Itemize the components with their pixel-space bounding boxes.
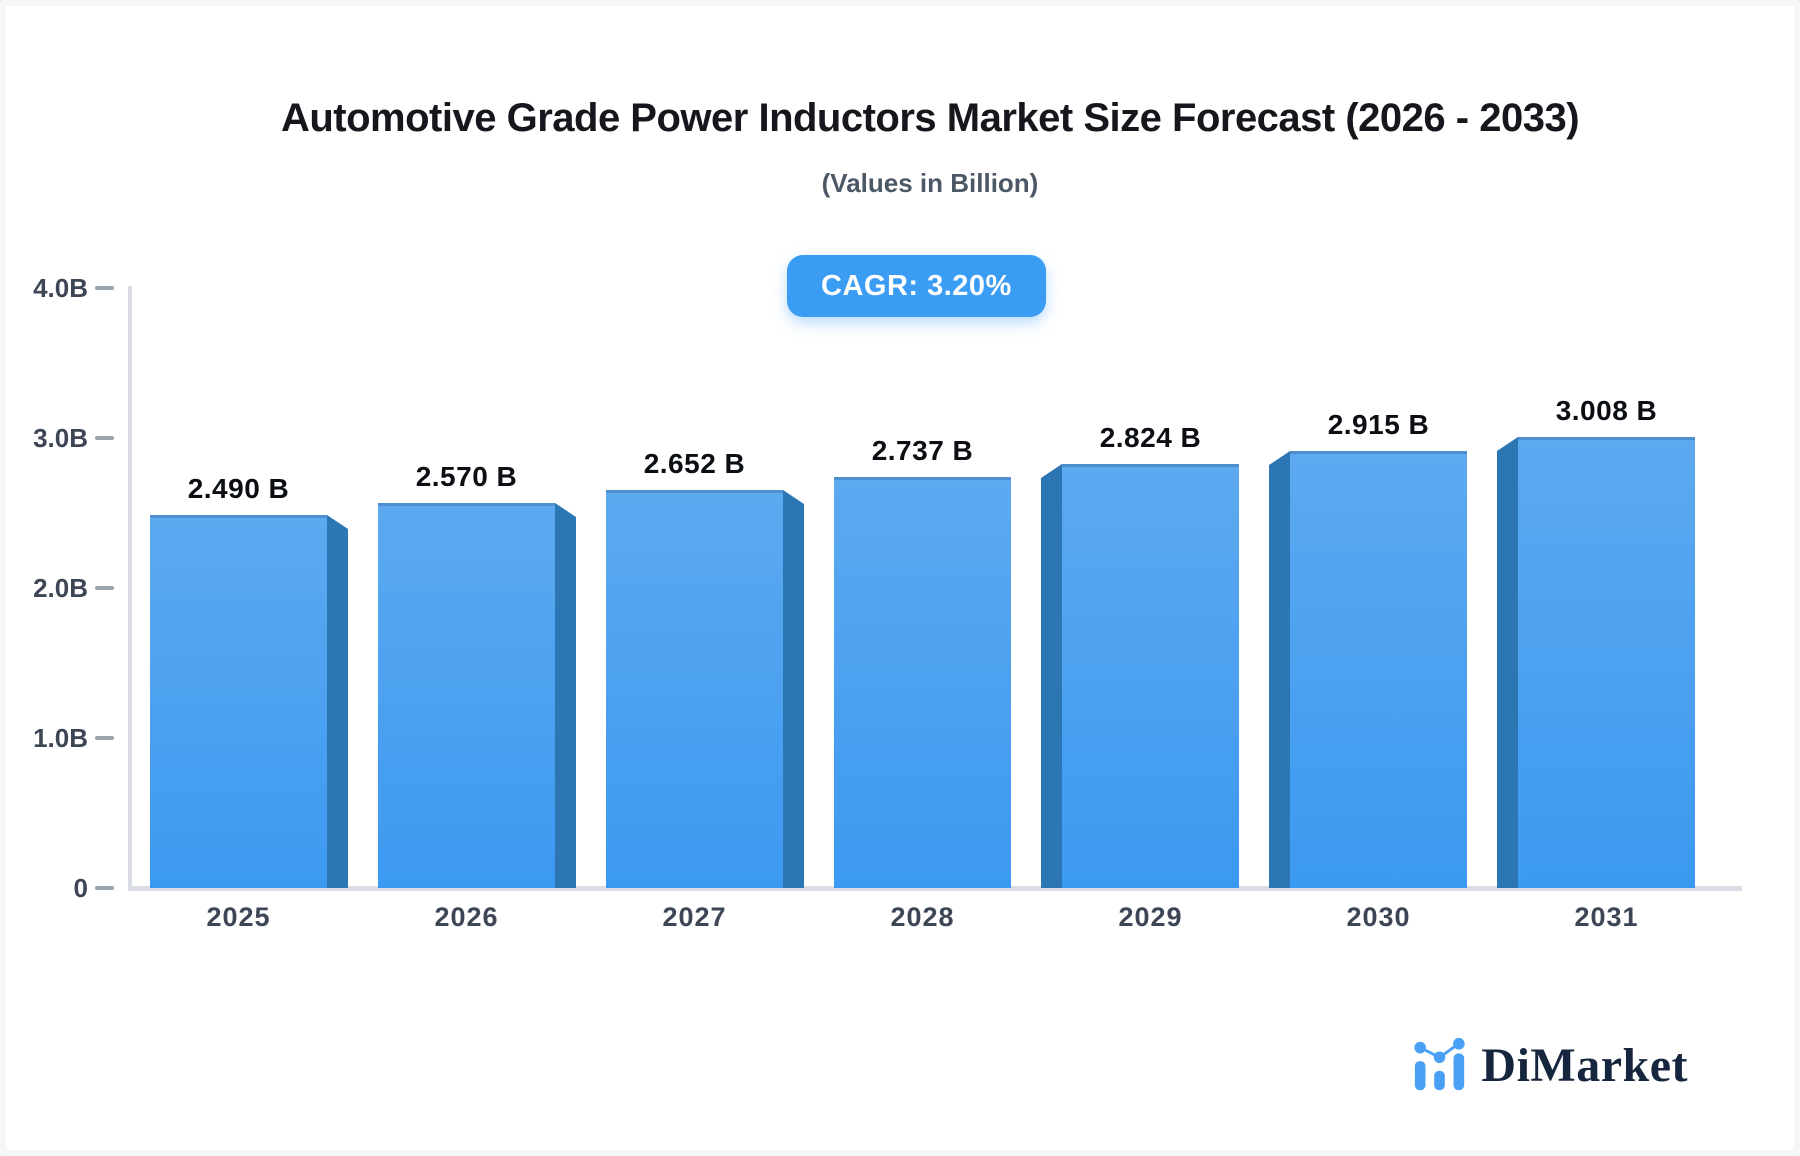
y-axis-line [128,286,132,888]
x-axis-label-2029: 2029 [1118,902,1183,932]
y-axis-tick-mark [95,586,114,590]
bar-2031 [1518,437,1695,888]
dimarket-logo-text: DiMarket [1481,1038,1688,1092]
bar-3d-side [555,503,576,888]
x-axis-label-2027: 2027 [662,902,727,932]
y-axis-tick-mark [95,436,114,440]
bar-value-label: 2.652 B [643,448,746,479]
bar-3d-side [1041,464,1062,888]
x-axis-label-2026: 2026 [434,902,499,932]
x-axis-line [128,886,1742,891]
bar-3d-side [1497,437,1518,888]
bar-value-label: 2.570 B [415,461,518,492]
bar-2028 [834,477,1011,888]
dimarket-logo-icon [1414,1037,1466,1091]
y-axis-tick-label: 1.0B [33,723,88,753]
x-axis-label-2025: 2025 [206,902,271,932]
x-axis-label-2028: 2028 [890,902,955,932]
bar-2026 [378,503,555,888]
bar-2025 [150,515,327,888]
chart-title: Automotive Grade Power Inductors Market … [280,96,1580,140]
bar-value-label: 3.008 B [1555,395,1658,426]
dimarket-logo: DiMarket [1411,1036,1688,1094]
x-axis-label-2031: 2031 [1574,902,1639,932]
bar-3d-side [327,515,348,888]
x-axis-label-2030: 2030 [1346,902,1411,932]
bar-value-label: 2.737 B [871,435,974,466]
chart-subtitle: (Values in Billion) [821,168,1039,198]
bar-value-label: 2.915 B [1327,409,1430,440]
bar-value-label: 2.824 B [1099,422,1202,453]
bar-value-label: 2.490 B [187,473,290,504]
y-axis-tick-label: 0 [73,873,88,903]
cagr-badge: CAGR: 3.20% [787,255,1046,317]
y-axis-tick-label: 2.0B [33,573,88,603]
bar-3d-side [1269,451,1290,888]
bar-2029 [1062,464,1239,888]
bar-2027 [606,490,783,888]
y-axis-tick-label: 3.0B [33,423,88,453]
y-axis-tick-mark [95,286,114,290]
y-axis-tick-mark [95,736,114,740]
bar-2030 [1290,451,1467,888]
bar-3d-side [783,490,804,888]
y-axis-tick-mark [95,886,114,890]
y-axis-tick-label: 4.0B [33,273,88,303]
